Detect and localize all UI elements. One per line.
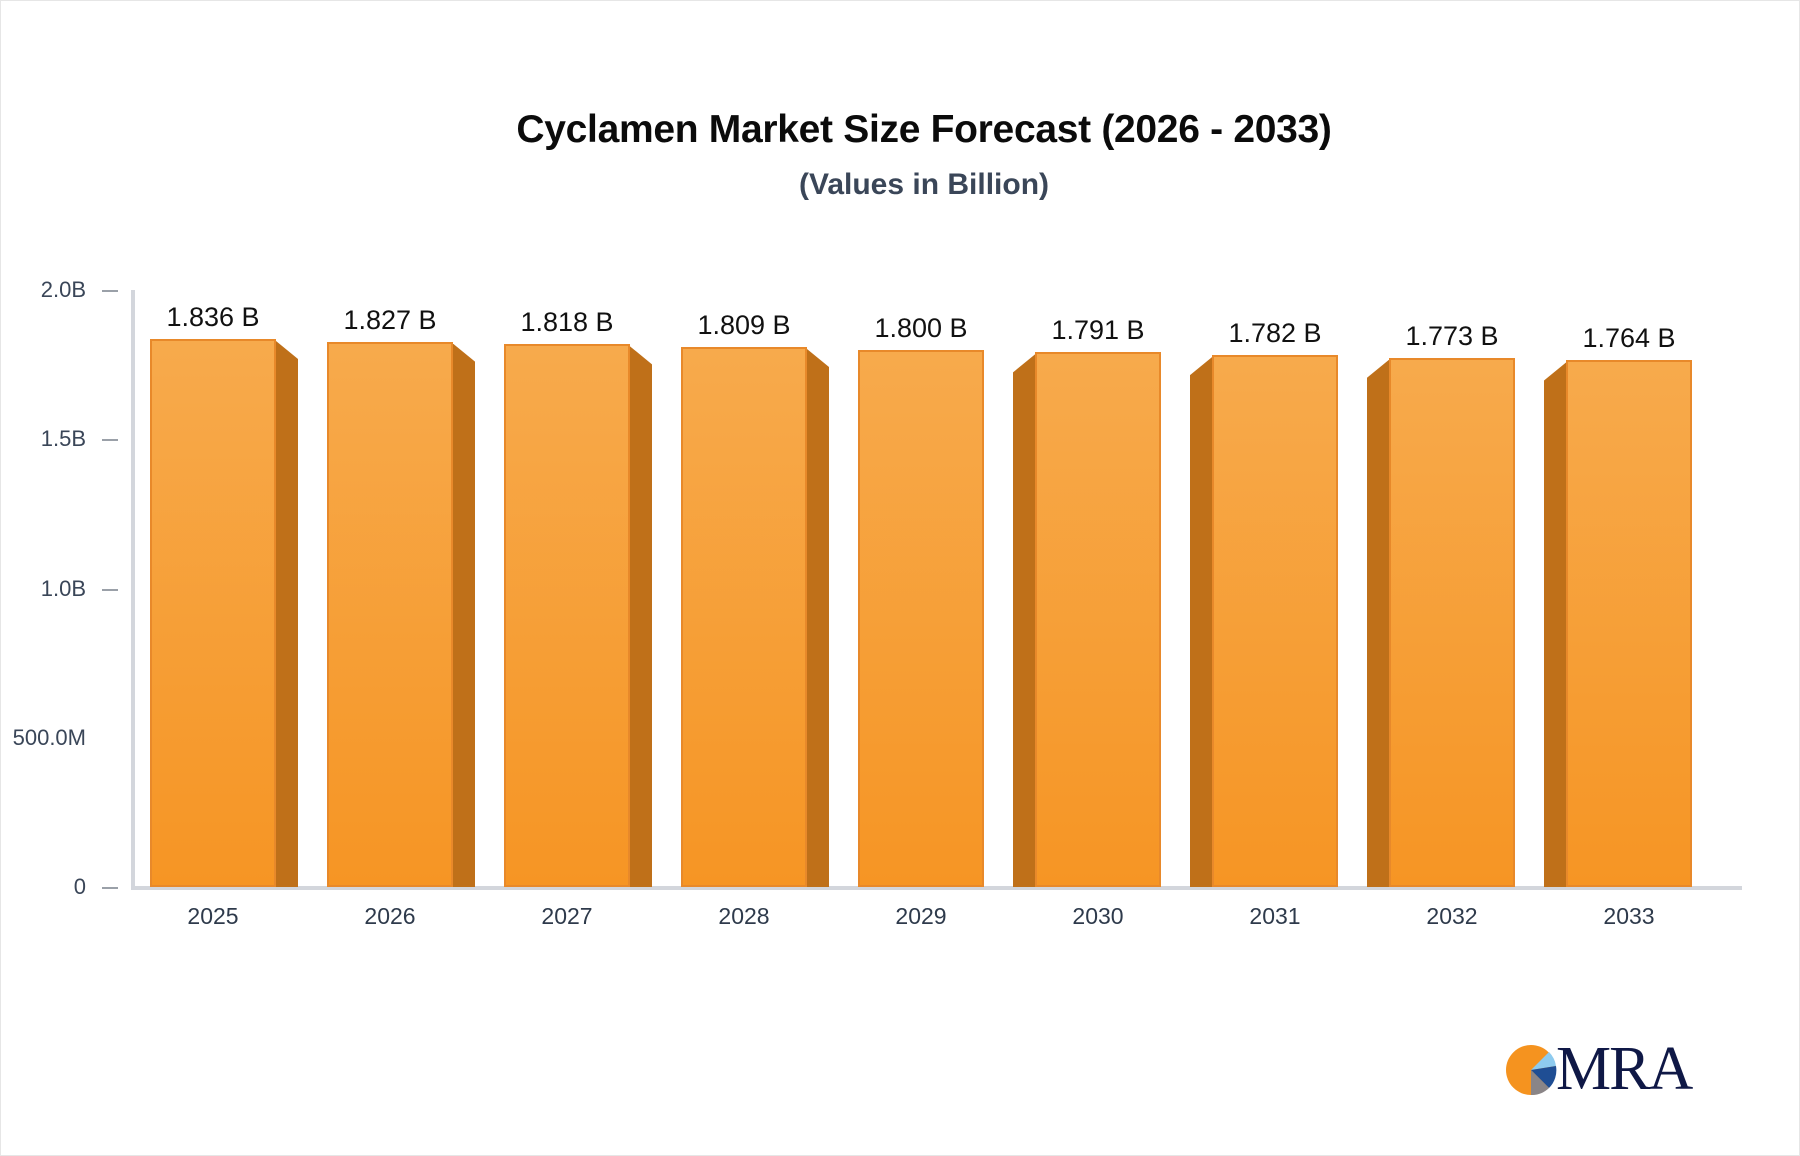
bar-2032[interactable] bbox=[1389, 357, 1515, 887]
x-tick-label: 2033 bbox=[1603, 903, 1655, 929]
bar-value-label: 1.827 B bbox=[343, 304, 437, 335]
x-tick-label: 2029 bbox=[895, 903, 947, 929]
bar-2031[interactable] bbox=[1212, 355, 1338, 887]
bar-value-label: 1.800 B bbox=[874, 312, 968, 343]
bar-side-2032 bbox=[1367, 359, 1389, 887]
x-tick-label: 2027 bbox=[541, 903, 593, 929]
y-tick-mark bbox=[102, 290, 118, 292]
bar-side-2027 bbox=[630, 346, 652, 887]
bar-side-2026 bbox=[453, 343, 475, 887]
bar-value-label: 1.764 B bbox=[1582, 323, 1676, 354]
y-tick-label: 0 bbox=[73, 874, 86, 899]
bar-side-2025 bbox=[276, 340, 298, 887]
y-tick-mark bbox=[102, 588, 118, 591]
y-tick-label: 500.0M bbox=[12, 724, 86, 750]
y-tick-label: 1.0B bbox=[40, 575, 86, 601]
y-tick-mark bbox=[102, 887, 118, 889]
x-tick-label: 2032 bbox=[1426, 903, 1478, 929]
bar-value-label: 1.809 B bbox=[697, 310, 791, 340]
x-tick-label: 2028 bbox=[718, 903, 770, 929]
x-axis-line bbox=[131, 886, 1742, 890]
logo-text: MRA bbox=[1556, 1035, 1693, 1103]
bar-2029[interactable] bbox=[858, 349, 984, 887]
bar-side-2028 bbox=[807, 349, 829, 887]
y-tick-mark bbox=[102, 439, 118, 442]
y-tick-label: 1.5B bbox=[40, 426, 86, 452]
chart-title: Cyclamen Market Size Forecast (2026 - 20… bbox=[516, 108, 1332, 151]
bar-2030[interactable] bbox=[1035, 352, 1161, 887]
x-tick-label: 2025 bbox=[187, 903, 239, 929]
bar-2027[interactable] bbox=[504, 344, 630, 887]
bar-value-label: 1.782 B bbox=[1228, 318, 1322, 349]
bar-value-label: 1.791 B bbox=[1051, 315, 1145, 346]
bar-2025[interactable] bbox=[150, 338, 276, 887]
chart-subtitle: (Values in Billion) bbox=[798, 168, 1050, 201]
x-tick-label: 2031 bbox=[1249, 903, 1301, 929]
bar-value-label: 1.818 B bbox=[520, 307, 614, 338]
bar-side-2030 bbox=[1013, 354, 1035, 887]
bar-side-2033 bbox=[1544, 362, 1566, 887]
bar-value-label: 1.773 B bbox=[1405, 320, 1499, 351]
bar-2026[interactable] bbox=[327, 341, 453, 887]
x-tick-label: 2026 bbox=[364, 903, 416, 929]
pie-chart-logo-icon bbox=[1506, 1045, 1557, 1096]
mra-logo: MRA bbox=[1505, 1035, 1695, 1103]
x-tick-label: 2030 bbox=[1072, 903, 1124, 929]
y-tick-label: 2.0B bbox=[40, 277, 86, 302]
bar-value-label: 1.836 B bbox=[166, 301, 260, 332]
y-axis-line bbox=[131, 290, 135, 889]
bar-2028[interactable] bbox=[681, 347, 807, 887]
bar-2033[interactable] bbox=[1566, 360, 1692, 887]
bar-side-2031 bbox=[1190, 357, 1212, 887]
